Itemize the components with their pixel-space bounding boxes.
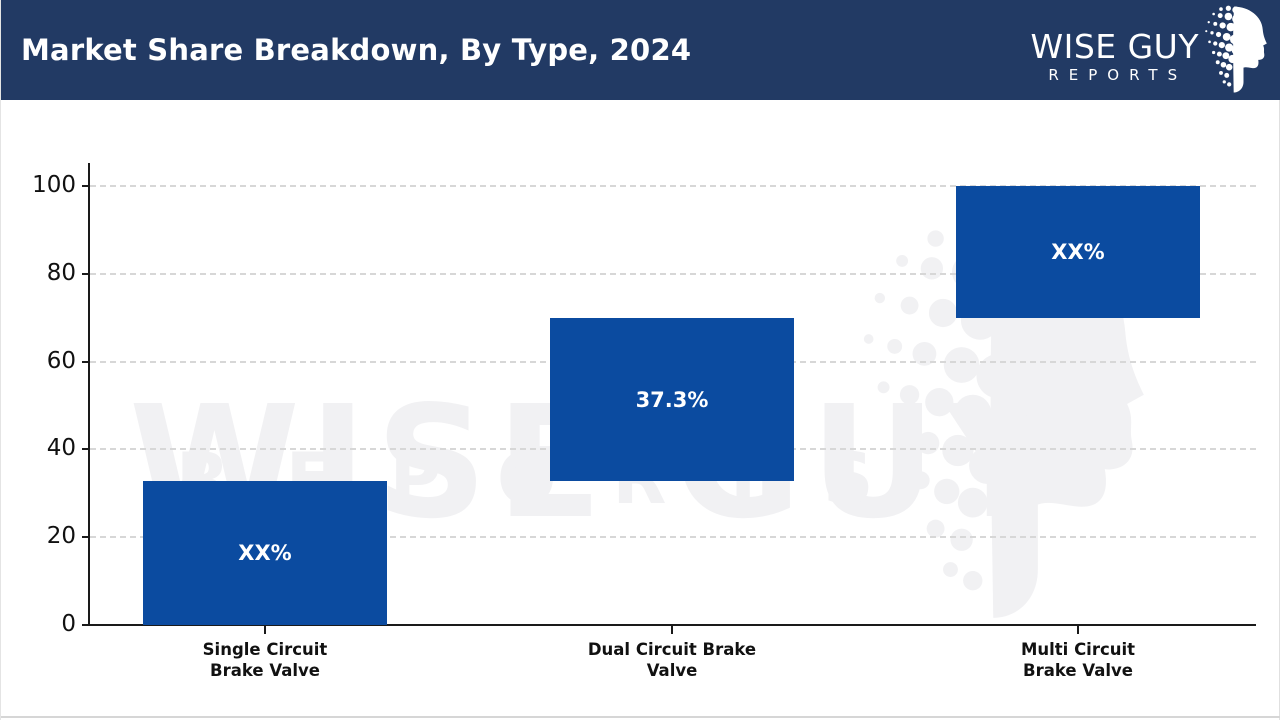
gridline-80	[90, 272, 1256, 275]
y-tick-mark-60	[82, 360, 90, 363]
y-tick-mark-80	[82, 272, 90, 275]
bar-dual-circuit-brake-valve: 37.3%	[550, 317, 794, 482]
page-title: Market Share Breakdown, By Type, 2024	[21, 33, 692, 67]
y-tick-label-40: 40	[46, 435, 76, 462]
y-tick-mark-20	[82, 536, 90, 539]
y-tick-label-100: 100	[32, 172, 76, 198]
x-tick-mark-dual-circuit-brake-valve	[671, 626, 673, 634]
y-axis	[88, 163, 90, 625]
wiseguy-face-icon	[1205, 5, 1267, 93]
y-tick-mark-0	[82, 624, 90, 626]
y-tick-label-60: 60	[46, 347, 76, 374]
x-tick-label-dual-circuit-brake-valve: Dual Circuit Brake Valve	[587, 640, 757, 681]
bar-value-label-multi-circuit-brake-valve: XX%	[1051, 239, 1105, 264]
gridline-100	[90, 185, 1256, 187]
y-tick-label-0: 0	[61, 611, 76, 637]
x-axis	[88, 624, 1256, 626]
y-tick-label-80: 80	[46, 259, 76, 286]
bar-value-label-single-circuit-brake-valve: XX%	[238, 541, 292, 566]
gridline-20	[90, 536, 1256, 539]
y-tick-mark-40	[82, 448, 90, 451]
header-bar: Market Share Breakdown, By Type, 2024 WI…	[1, 0, 1280, 100]
x-tick-mark-single-circuit-brake-valve	[264, 626, 266, 634]
x-tick-mark-multi-circuit-brake-valve	[1077, 626, 1079, 634]
x-tick-label-single-circuit-brake-valve: Single Circuit Brake Valve	[202, 640, 328, 681]
bar-value-label-dual-circuit-brake-valve: 37.3%	[635, 387, 709, 412]
y-tick-mark-100	[82, 185, 90, 187]
x-tick-label-multi-circuit-brake-valve: Multi Circuit Brake Valve	[1020, 640, 1136, 681]
bar-single-circuit-brake-valve: XX%	[143, 481, 387, 625]
brand-subtitle: REPORTS	[1048, 66, 1188, 85]
brand-name: WISE GUY	[1030, 26, 1199, 66]
wiseguy-logo: WISE GUY REPORTS	[1030, 5, 1267, 95]
bar-multi-circuit-brake-valve: XX%	[956, 186, 1200, 318]
y-tick-label-20: 20	[46, 523, 76, 550]
bottom-divider	[1, 716, 1280, 718]
wiseguy-logo-text: WISE GUY REPORTS	[1030, 26, 1199, 85]
